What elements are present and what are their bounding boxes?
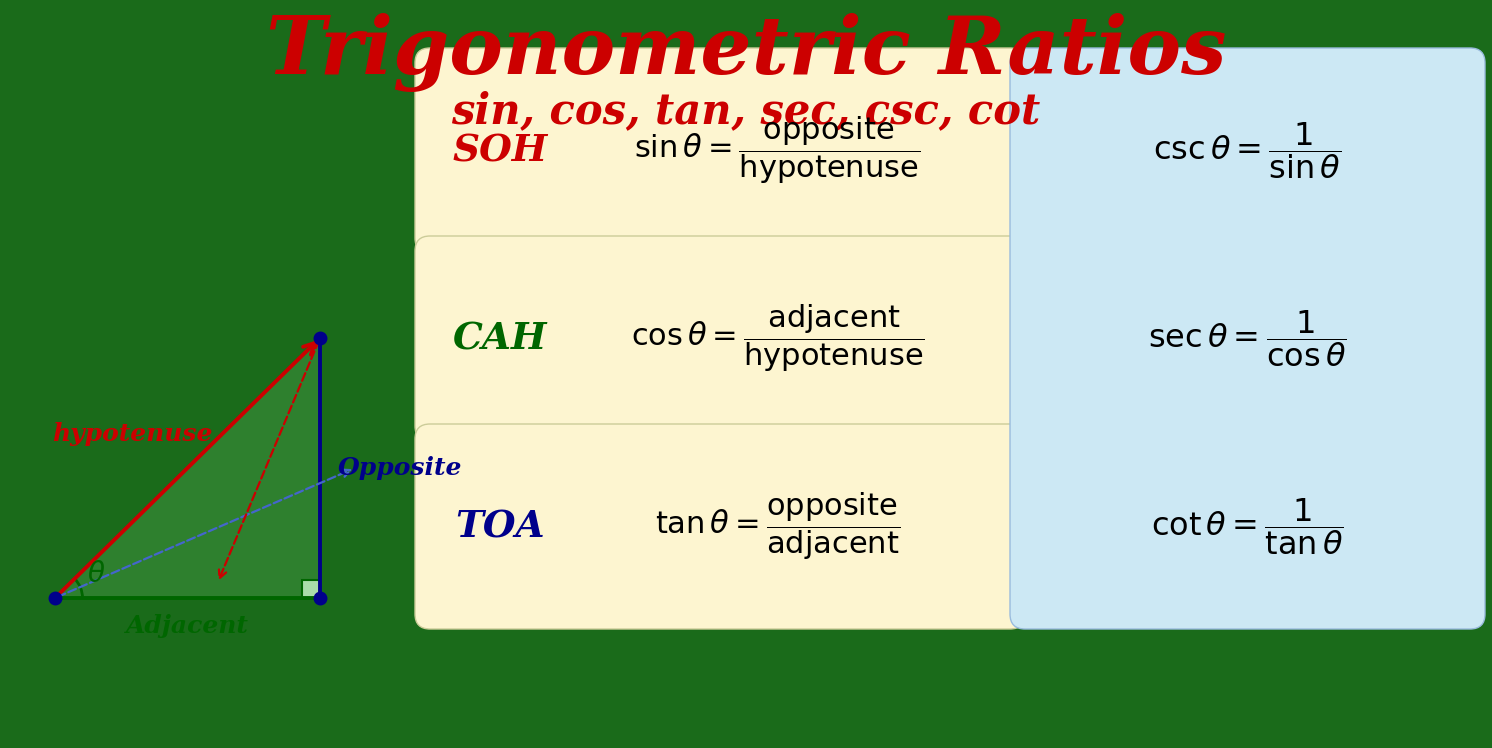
Text: TOA: TOA	[455, 508, 545, 545]
Text: CAH: CAH	[452, 320, 548, 357]
Text: SOH: SOH	[452, 132, 548, 169]
Text: $\cos\theta=\dfrac{\mathrm{adjacent}}{\mathrm{hypotenuse}}$: $\cos\theta=\dfrac{\mathrm{adjacent}}{\m…	[631, 303, 925, 374]
Polygon shape	[301, 580, 319, 598]
Text: Opposite: Opposite	[339, 456, 463, 480]
Text: $\cot\theta=\dfrac{1}{\tan\theta}$: $\cot\theta=\dfrac{1}{\tan\theta}$	[1150, 496, 1344, 557]
FancyBboxPatch shape	[415, 236, 1025, 441]
Text: sin, cos, tan, sec, csc, cot: sin, cos, tan, sec, csc, cot	[452, 90, 1040, 132]
Text: $\sec\theta=\dfrac{1}{\cos\theta}$: $\sec\theta=\dfrac{1}{\cos\theta}$	[1149, 308, 1347, 369]
FancyBboxPatch shape	[415, 48, 1025, 253]
Text: hypotenuse: hypotenuse	[52, 422, 213, 446]
FancyBboxPatch shape	[1010, 48, 1485, 629]
FancyBboxPatch shape	[415, 424, 1025, 629]
Text: Trigonometric Ratios: Trigonometric Ratios	[266, 13, 1226, 92]
Text: $\csc\theta=\dfrac{1}{\sin\theta}$: $\csc\theta=\dfrac{1}{\sin\theta}$	[1153, 120, 1341, 181]
Text: $\tan\theta=\dfrac{\mathrm{opposite}}{\mathrm{adjacent}}$: $\tan\theta=\dfrac{\mathrm{opposite}}{\m…	[655, 491, 900, 562]
Polygon shape	[55, 338, 319, 598]
Text: $\sin\theta=\dfrac{\mathrm{opposite}}{\mathrm{hypotenuse}}$: $\sin\theta=\dfrac{\mathrm{opposite}}{\m…	[634, 114, 921, 186]
Text: Adjacent: Adjacent	[125, 614, 249, 638]
Text: $\theta$: $\theta$	[87, 561, 106, 588]
